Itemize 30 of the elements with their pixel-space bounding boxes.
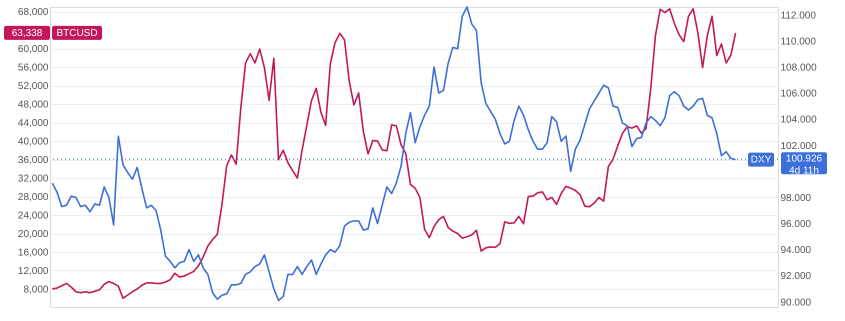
y-tick-label: 8,000 [23, 284, 49, 296]
y-tick-label: 16,000 [18, 247, 49, 258]
y-tick-label: 40,000 [18, 136, 49, 148]
y-tick-label: 36,000 [18, 155, 49, 166]
y2-tick-label: 94.000 [780, 245, 812, 256]
y-tick-label: 52,000 [18, 81, 49, 92]
y-tick-label: 44,000 [18, 118, 49, 130]
y-tick-label: 12,000 [18, 266, 49, 277]
y-tick-label: 68,000 [18, 7, 49, 18]
y-tick-label: 60,000 [18, 44, 49, 56]
y-tick-label: 32,000 [18, 174, 49, 185]
y2-tick-label: 98.000 [780, 192, 812, 204]
y2-tick-label: 92.000 [780, 271, 812, 282]
y2-tick-label: 110.000 [780, 36, 816, 48]
y-tick-label: 28,000 [18, 192, 49, 204]
y2-tick-label: 112.000 [780, 10, 816, 22]
y2-tick-label: 108.000 [780, 62, 818, 74]
y-tick-label: 48,000 [18, 100, 49, 111]
y2-tick-label: 90.000 [780, 297, 812, 308]
y2-tick-label: 96.000 [780, 219, 812, 230]
ref-line-label: 100.926 4d 11h [786, 153, 823, 176]
y-tick-label: 24,000 [18, 210, 49, 222]
y-tick-label: 56,000 [18, 62, 49, 74]
text: 63,338 [12, 28, 43, 39]
y2-tick-label: 104.000 [780, 114, 818, 126]
y2-tick-label: 102.000 [780, 140, 818, 152]
y2-tick-label: 106.000 [780, 88, 818, 100]
legend-label: BTCUSD [56, 28, 98, 39]
series-label: DXY [750, 154, 772, 166]
y-tick-label: 20,000 [18, 229, 49, 240]
